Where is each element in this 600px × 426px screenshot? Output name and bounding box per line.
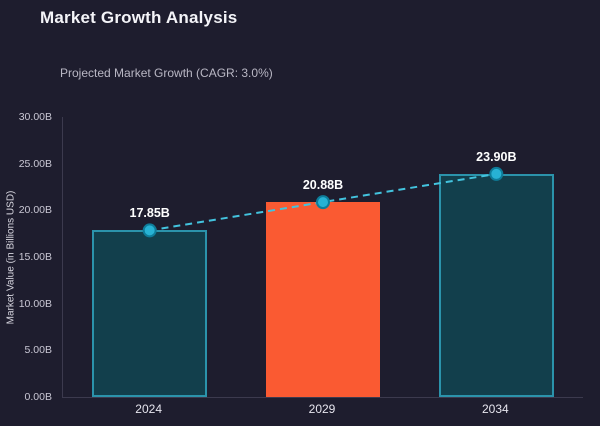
y-tick-label: 10.00B (18, 297, 52, 310)
x-tick-label-2034: 2034 (481, 402, 509, 416)
value-label-2029: 20.88B (302, 178, 344, 193)
y-tick-label: 5.00B (24, 344, 52, 357)
bar-2024 (92, 230, 207, 397)
bar-2029 (265, 202, 381, 397)
value-label-2024: 17.85B (129, 206, 170, 221)
chart-title: Market Growth Analysis (40, 8, 238, 27)
y-tick-label: 0.00B (24, 391, 52, 403)
x-tick-label-2024: 2024 (135, 402, 163, 416)
x-tick-label-2029: 2029 (308, 402, 336, 416)
y-tick-label: 25.00B (18, 157, 52, 170)
x-axis-labels: 2024 2029 2034 (62, 402, 582, 420)
y-tick-label: 30.00B (18, 111, 52, 123)
value-label-2034: 23.90B (476, 149, 517, 164)
bar-2034 (439, 173, 554, 397)
y-axis-ticks: 0.00B 5.00B 10.00B 15.00B 20.00B 25.00B 30.00B (0, 111, 56, 403)
plot-area: 17.85B 20.88B 23.90B (62, 117, 583, 398)
chart-subtitle: Projected Market Growth (CAGR: 3.0%) (60, 66, 273, 80)
y-tick-label: 15.00B (18, 251, 52, 263)
y-tick-label: 20.00B (18, 204, 52, 217)
